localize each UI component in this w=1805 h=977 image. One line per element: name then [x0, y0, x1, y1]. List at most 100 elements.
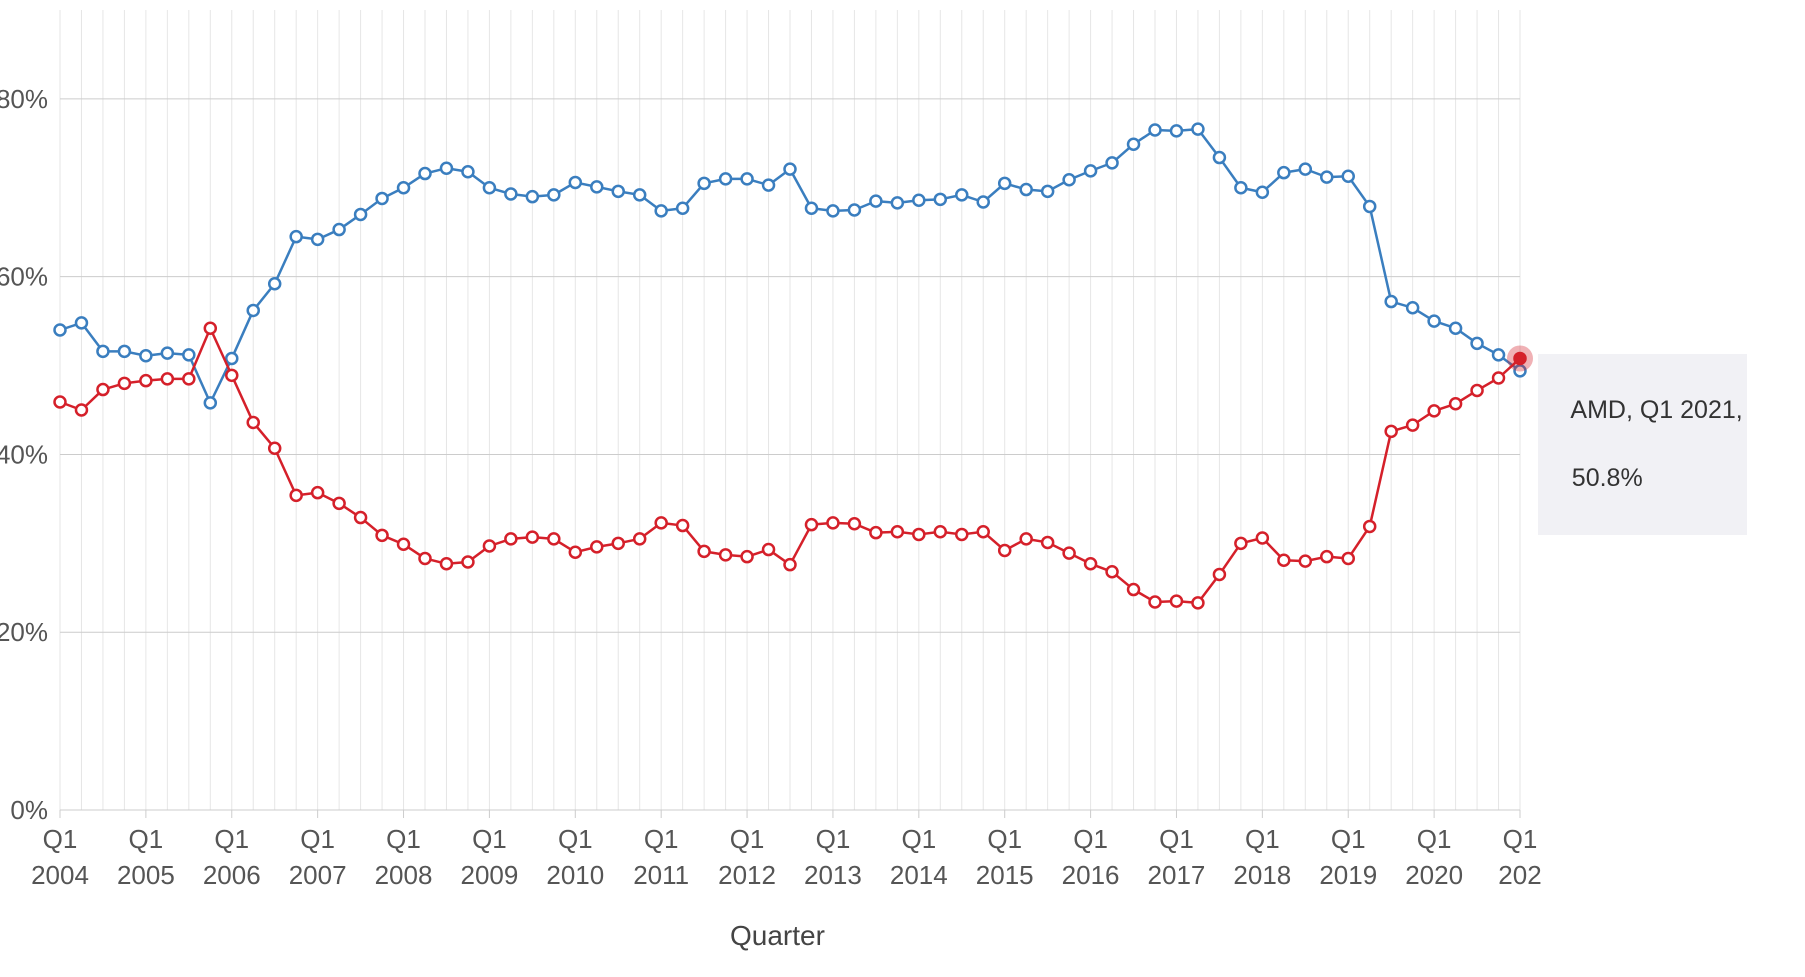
series-marker-amd[interactable]	[398, 539, 409, 550]
series-marker-intel[interactable]	[656, 205, 667, 216]
series-marker-intel[interactable]	[1300, 164, 1311, 175]
series-marker-amd[interactable]	[1300, 556, 1311, 567]
series-marker-intel[interactable]	[97, 346, 108, 357]
series-marker-intel[interactable]	[742, 173, 753, 184]
series-marker-intel[interactable]	[183, 349, 194, 360]
series-marker-intel[interactable]	[806, 203, 817, 214]
series-marker-intel[interactable]	[226, 353, 237, 364]
series-marker-intel[interactable]	[1321, 172, 1332, 183]
series-marker-amd[interactable]	[763, 544, 774, 555]
series-marker-amd[interactable]	[183, 373, 194, 384]
series-marker-intel[interactable]	[570, 177, 581, 188]
series-marker-amd[interactable]	[162, 373, 173, 384]
series-marker-amd[interactable]	[377, 530, 388, 541]
series-marker-intel[interactable]	[1364, 201, 1375, 212]
series-marker-intel[interactable]	[956, 189, 967, 200]
series-marker-amd[interactable]	[827, 517, 838, 528]
series-marker-intel[interactable]	[613, 186, 624, 197]
series-marker-intel[interactable]	[1214, 152, 1225, 163]
series-marker-intel[interactable]	[827, 205, 838, 216]
series-marker-intel[interactable]	[162, 348, 173, 359]
series-marker-amd[interactable]	[140, 375, 151, 386]
series-marker-amd[interactable]	[1321, 551, 1332, 562]
series-marker-amd[interactable]	[1278, 555, 1289, 566]
series-marker-amd[interactable]	[441, 558, 452, 569]
series-marker-amd[interactable]	[1171, 596, 1182, 607]
series-marker-amd[interactable]	[591, 541, 602, 552]
series-marker-intel[interactable]	[1150, 125, 1161, 136]
series-marker-intel[interactable]	[1450, 323, 1461, 334]
series-marker-amd[interactable]	[1214, 569, 1225, 580]
series-marker-intel[interactable]	[484, 182, 495, 193]
series-marker-amd[interactable]	[1429, 405, 1440, 416]
series-marker-amd[interactable]	[806, 519, 817, 530]
series-marker-intel[interactable]	[76, 317, 87, 328]
series-marker-intel[interactable]	[1407, 302, 1418, 313]
series-marker-amd[interactable]	[1235, 538, 1246, 549]
series-marker-intel[interactable]	[892, 197, 903, 208]
series-marker-intel[interactable]	[1235, 182, 1246, 193]
series-marker-amd[interactable]	[97, 384, 108, 395]
series-marker-intel[interactable]	[677, 203, 688, 214]
series-marker-intel[interactable]	[205, 397, 216, 408]
series-marker-intel[interactable]	[377, 193, 388, 204]
series-marker-intel[interactable]	[1021, 184, 1032, 195]
series-marker-intel[interactable]	[978, 197, 989, 208]
series-marker-intel[interactable]	[1493, 349, 1504, 360]
series-marker-amd[interactable]	[291, 490, 302, 501]
series-marker-amd[interactable]	[76, 405, 87, 416]
series-marker-amd[interactable]	[269, 443, 280, 454]
series-marker-amd[interactable]	[935, 526, 946, 537]
series-marker-amd[interactable]	[570, 547, 581, 558]
series-marker-amd[interactable]	[1364, 521, 1375, 532]
series-marker-amd[interactable]	[1150, 597, 1161, 608]
series-marker-amd[interactable]	[505, 533, 516, 544]
series-marker-intel[interactable]	[1429, 316, 1440, 327]
series-marker-amd[interactable]	[677, 520, 688, 531]
series-marker-amd[interactable]	[1450, 398, 1461, 409]
series-marker-amd[interactable]	[1085, 558, 1096, 569]
series-marker-intel[interactable]	[1386, 296, 1397, 307]
series-marker-intel[interactable]	[849, 205, 860, 216]
series-marker-intel[interactable]	[591, 181, 602, 192]
series-marker-amd[interactable]	[119, 378, 130, 389]
series-marker-intel[interactable]	[1064, 174, 1075, 185]
series-marker-intel[interactable]	[870, 196, 881, 207]
series-marker-amd[interactable]	[248, 417, 259, 428]
series-marker-amd[interactable]	[978, 526, 989, 537]
series-marker-amd[interactable]	[1343, 553, 1354, 564]
series-marker-intel[interactable]	[1472, 338, 1483, 349]
series-marker-amd[interactable]	[312, 487, 323, 498]
series-marker-amd[interactable]	[720, 549, 731, 560]
series-marker-intel[interactable]	[119, 346, 130, 357]
series-marker-amd[interactable]	[656, 517, 667, 528]
series-marker-amd[interactable]	[1407, 420, 1418, 431]
series-marker-intel[interactable]	[334, 224, 345, 235]
series-marker-intel[interactable]	[1192, 124, 1203, 135]
series-marker-amd[interactable]	[913, 529, 924, 540]
series-marker-intel[interactable]	[527, 191, 538, 202]
series-marker-amd[interactable]	[55, 397, 66, 408]
series-marker-intel[interactable]	[55, 325, 66, 336]
series-marker-amd[interactable]	[1257, 533, 1268, 544]
series-marker-amd[interactable]	[613, 538, 624, 549]
series-marker-intel[interactable]	[1107, 157, 1118, 168]
series-marker-amd[interactable]	[334, 498, 345, 509]
series-marker-intel[interactable]	[248, 305, 259, 316]
series-marker-amd[interactable]	[1386, 426, 1397, 437]
series-marker-intel[interactable]	[140, 350, 151, 361]
series-marker-intel[interactable]	[398, 182, 409, 193]
series-marker-intel[interactable]	[699, 178, 710, 189]
series-marker-intel[interactable]	[913, 195, 924, 206]
series-marker-amd[interactable]	[548, 533, 559, 544]
series-marker-intel[interactable]	[763, 180, 774, 191]
series-marker-intel[interactable]	[441, 163, 452, 174]
series-marker-amd[interactable]	[1042, 537, 1053, 548]
series-marker-amd[interactable]	[527, 532, 538, 543]
series-marker-amd[interactable]	[355, 512, 366, 523]
series-marker-amd[interactable]	[420, 553, 431, 564]
series-marker-amd[interactable]	[785, 559, 796, 570]
series-marker-intel[interactable]	[1278, 167, 1289, 178]
series-marker-intel[interactable]	[291, 231, 302, 242]
series-marker-intel[interactable]	[1343, 171, 1354, 182]
